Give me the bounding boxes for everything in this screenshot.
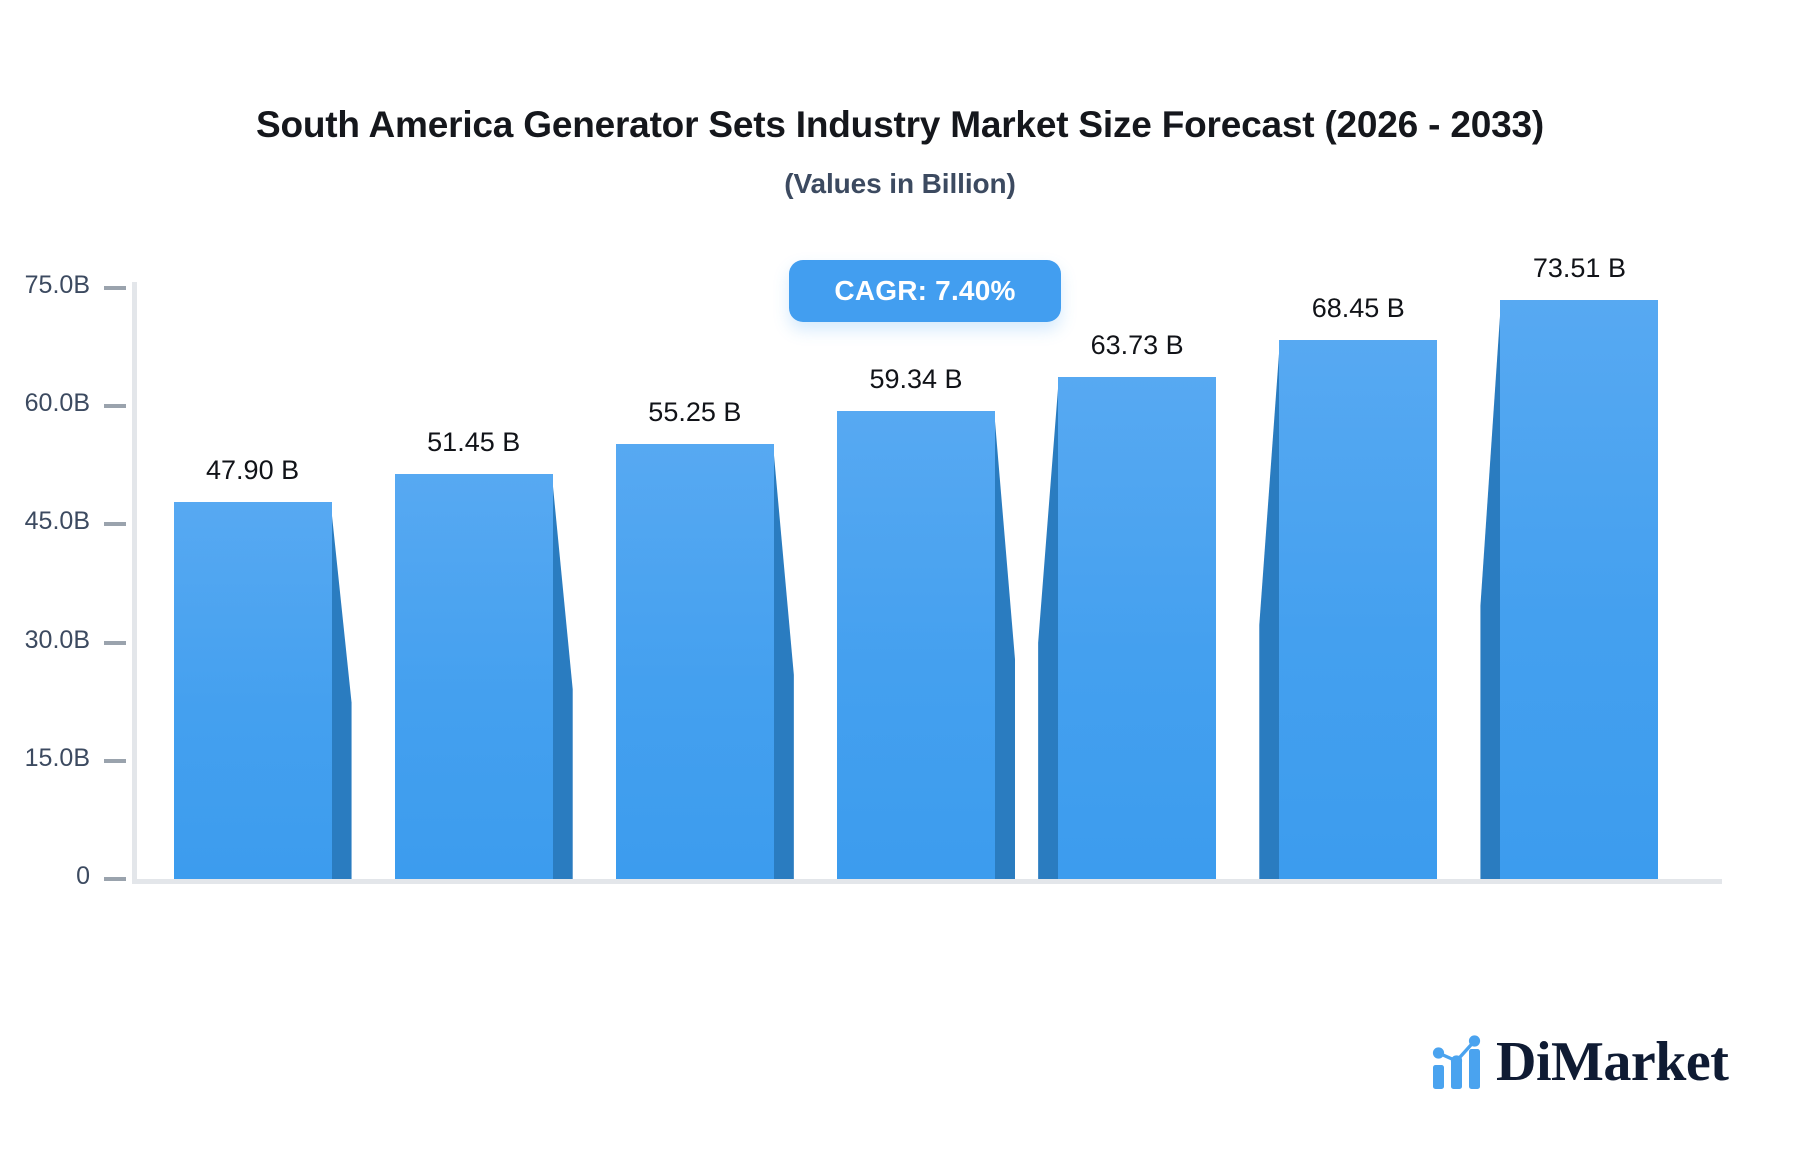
bar-front-face: [394, 473, 553, 879]
bar-side-face: [552, 483, 573, 879]
bar-front-face: [1058, 376, 1217, 879]
bar-value-label: 63.73 B: [1090, 329, 1184, 360]
bar-side-face: [1038, 386, 1059, 879]
bar-front-face: [173, 501, 332, 879]
y-axis-tick-label: 60.0B: [24, 389, 90, 418]
bar-side-face: [1259, 349, 1280, 879]
y-axis-tick-mark: [104, 877, 126, 881]
bar-front-face: [1500, 299, 1659, 879]
y-axis-tick-label: 15.0B: [24, 743, 90, 772]
bar-chart-with-line-icon: [1432, 1035, 1481, 1089]
y-axis-tick-mark: [104, 640, 126, 645]
bar-side-face: [331, 511, 352, 879]
bar-front-face: [837, 411, 995, 879]
bar-column[interactable]: 68.45 B2030: [1259, 293, 1438, 879]
x-axis-line: [132, 879, 1722, 884]
bar-side-face: [773, 453, 794, 879]
y-axis-tick-mark: [104, 522, 126, 527]
bar-value-label: 73.51 B: [1532, 252, 1626, 283]
bar-column[interactable]: 51.45 B2026: [394, 427, 573, 879]
logo-wordmark: DiMarket: [1496, 1030, 1729, 1093]
bar-value-label: 51.45 B: [427, 426, 521, 457]
cagr-badge: CAGR: 7.40%: [789, 260, 1061, 322]
y-axis-tick-label: 75.0B: [24, 271, 90, 299]
bar-value-label: 68.45 B: [1311, 292, 1405, 323]
cagr-label: CAGR: 7.40%: [834, 275, 1016, 306]
bar-column[interactable]: 59.34 B2028: [837, 364, 1015, 879]
bar-front-face: [1279, 339, 1438, 879]
bar-side-face: [1480, 309, 1501, 879]
dimarket-logo: DiMarket: [1432, 1030, 1729, 1093]
bar-column[interactable]: 73.51 B2031: [1480, 253, 1659, 879]
y-axis-tick-mark: [104, 404, 126, 409]
bar-column[interactable]: 63.73 B2029: [1038, 330, 1217, 879]
y-axis-tick-mark: [104, 758, 126, 763]
bar-column[interactable]: 55.25 B2027: [615, 397, 794, 879]
y-axis-line: [132, 282, 137, 883]
bar-value-label: 47.90 B: [206, 454, 300, 485]
bar-column[interactable]: 47.90 B2025: [173, 455, 352, 879]
y-axis-tick-mark: [104, 286, 126, 290]
bar-value-label: 59.34 B: [869, 364, 963, 395]
bar-side-face: [995, 421, 1015, 879]
chart-subtitle: (Values in Billion): [784, 168, 1016, 199]
y-axis-tick-label: 0: [76, 862, 90, 890]
bar-value-label: 55.25 B: [648, 396, 742, 427]
y-axis-tick-label: 30.0B: [24, 625, 90, 654]
y-axis-tick-label: 45.0B: [24, 507, 90, 536]
bar-front-face: [615, 443, 774, 879]
page-title: South America Generator Sets Industry Ma…: [256, 104, 1544, 145]
